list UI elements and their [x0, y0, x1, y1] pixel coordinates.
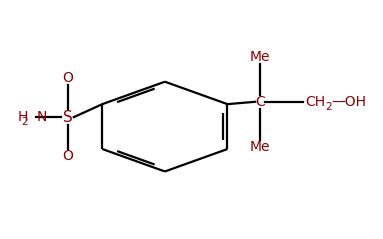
Text: O: O — [63, 71, 74, 85]
Text: N: N — [37, 110, 47, 124]
Text: Me: Me — [249, 50, 270, 64]
Text: H: H — [18, 110, 28, 124]
Text: CH: CH — [305, 95, 326, 109]
Text: —OH: —OH — [331, 95, 366, 109]
Text: O: O — [63, 149, 74, 163]
Text: C: C — [255, 95, 265, 109]
Text: S: S — [63, 110, 73, 125]
Text: 2: 2 — [325, 102, 332, 112]
Text: 2: 2 — [21, 117, 28, 127]
Text: Me: Me — [249, 140, 270, 154]
